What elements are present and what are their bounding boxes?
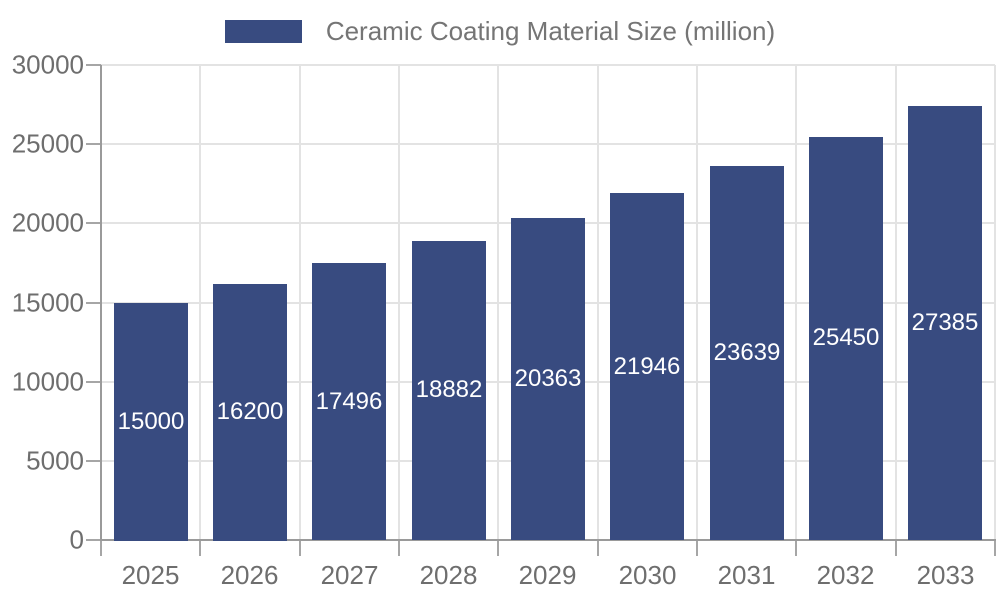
grid-line-vertical [994, 65, 996, 540]
bar-value-label: 16200 [216, 398, 284, 426]
y-tick-label: 0 [69, 524, 84, 555]
y-axis-tick [86, 381, 101, 383]
bar-2029[interactable]: 20363 [511, 218, 585, 540]
bar-value-label: 25450 [812, 324, 880, 352]
y-axis-tick [86, 460, 101, 462]
x-axis-tick [795, 540, 797, 556]
y-axis-tick [86, 302, 101, 304]
x-axis-tick [597, 540, 599, 556]
y-tick-label: 5000 [26, 445, 84, 476]
x-axis-tick [199, 540, 201, 556]
grid-line-vertical [199, 65, 201, 540]
bar-value-label: 21946 [613, 352, 681, 380]
grid-line-horizontal [101, 64, 995, 66]
x-axis-tick [497, 540, 499, 556]
x-axis-tick [299, 540, 301, 556]
x-axis-tick [895, 540, 897, 556]
legend-swatch [224, 19, 302, 43]
x-tick-label: 2027 [320, 560, 379, 590]
x-axis-tick [398, 540, 400, 556]
bar-2025[interactable]: 15000 [114, 303, 188, 541]
bar-2026[interactable]: 16200 [213, 284, 287, 541]
chart-legend[interactable]: Ceramic Coating Material Size (million) [0, 16, 1000, 46]
bar-value-label: 27385 [911, 308, 979, 336]
x-tick-label: 2032 [816, 560, 875, 590]
x-tick-label: 2031 [717, 560, 776, 590]
x-tick-label: 2033 [916, 560, 975, 590]
bar-value-label: 15000 [117, 407, 185, 435]
y-axis-tick [86, 143, 101, 145]
grid-line-vertical [795, 65, 797, 540]
y-tick-label: 10000 [11, 366, 84, 397]
bar-value-label: 20363 [514, 365, 582, 393]
grid-line-vertical [299, 65, 301, 540]
x-tick-label: 2030 [618, 560, 677, 590]
bar-2027[interactable]: 17496 [312, 263, 386, 540]
y-axis-tick [86, 64, 101, 66]
bar-2032[interactable]: 25450 [809, 137, 883, 540]
x-tick-label: 2029 [518, 560, 577, 590]
y-tick-label: 30000 [11, 49, 84, 80]
bar-2028[interactable]: 18882 [412, 241, 486, 540]
bar-value-label: 17496 [315, 387, 383, 415]
bar-value-label: 18882 [415, 376, 483, 404]
x-axis-tick [696, 540, 698, 556]
y-tick-label: 20000 [11, 207, 84, 238]
x-axis-tick [100, 540, 102, 556]
grid-line-vertical [398, 65, 400, 540]
grid-line-vertical [597, 65, 599, 540]
y-axis-line [100, 65, 102, 540]
x-tick-label: 2026 [220, 560, 279, 590]
y-axis-tick [86, 222, 101, 224]
y-axis-tick [86, 539, 101, 541]
x-axis-tick [994, 540, 996, 556]
grid-line-vertical [497, 65, 499, 540]
x-tick-label: 2025 [121, 560, 180, 590]
bar-2031[interactable]: 23639 [710, 166, 784, 540]
grid-line-vertical [696, 65, 698, 540]
bar-2033[interactable]: 27385 [908, 106, 982, 540]
x-axis-line [100, 539, 996, 541]
x-tick-label: 2028 [419, 560, 478, 590]
grid-line-horizontal [101, 143, 995, 145]
grid-line-vertical [895, 65, 897, 540]
bar-2030[interactable]: 21946 [610, 193, 684, 540]
bar-value-label: 23639 [713, 339, 781, 367]
legend-label: Ceramic Coating Material Size (million) [325, 15, 776, 46]
y-tick-label: 15000 [11, 287, 84, 318]
y-tick-label: 25000 [11, 128, 84, 159]
